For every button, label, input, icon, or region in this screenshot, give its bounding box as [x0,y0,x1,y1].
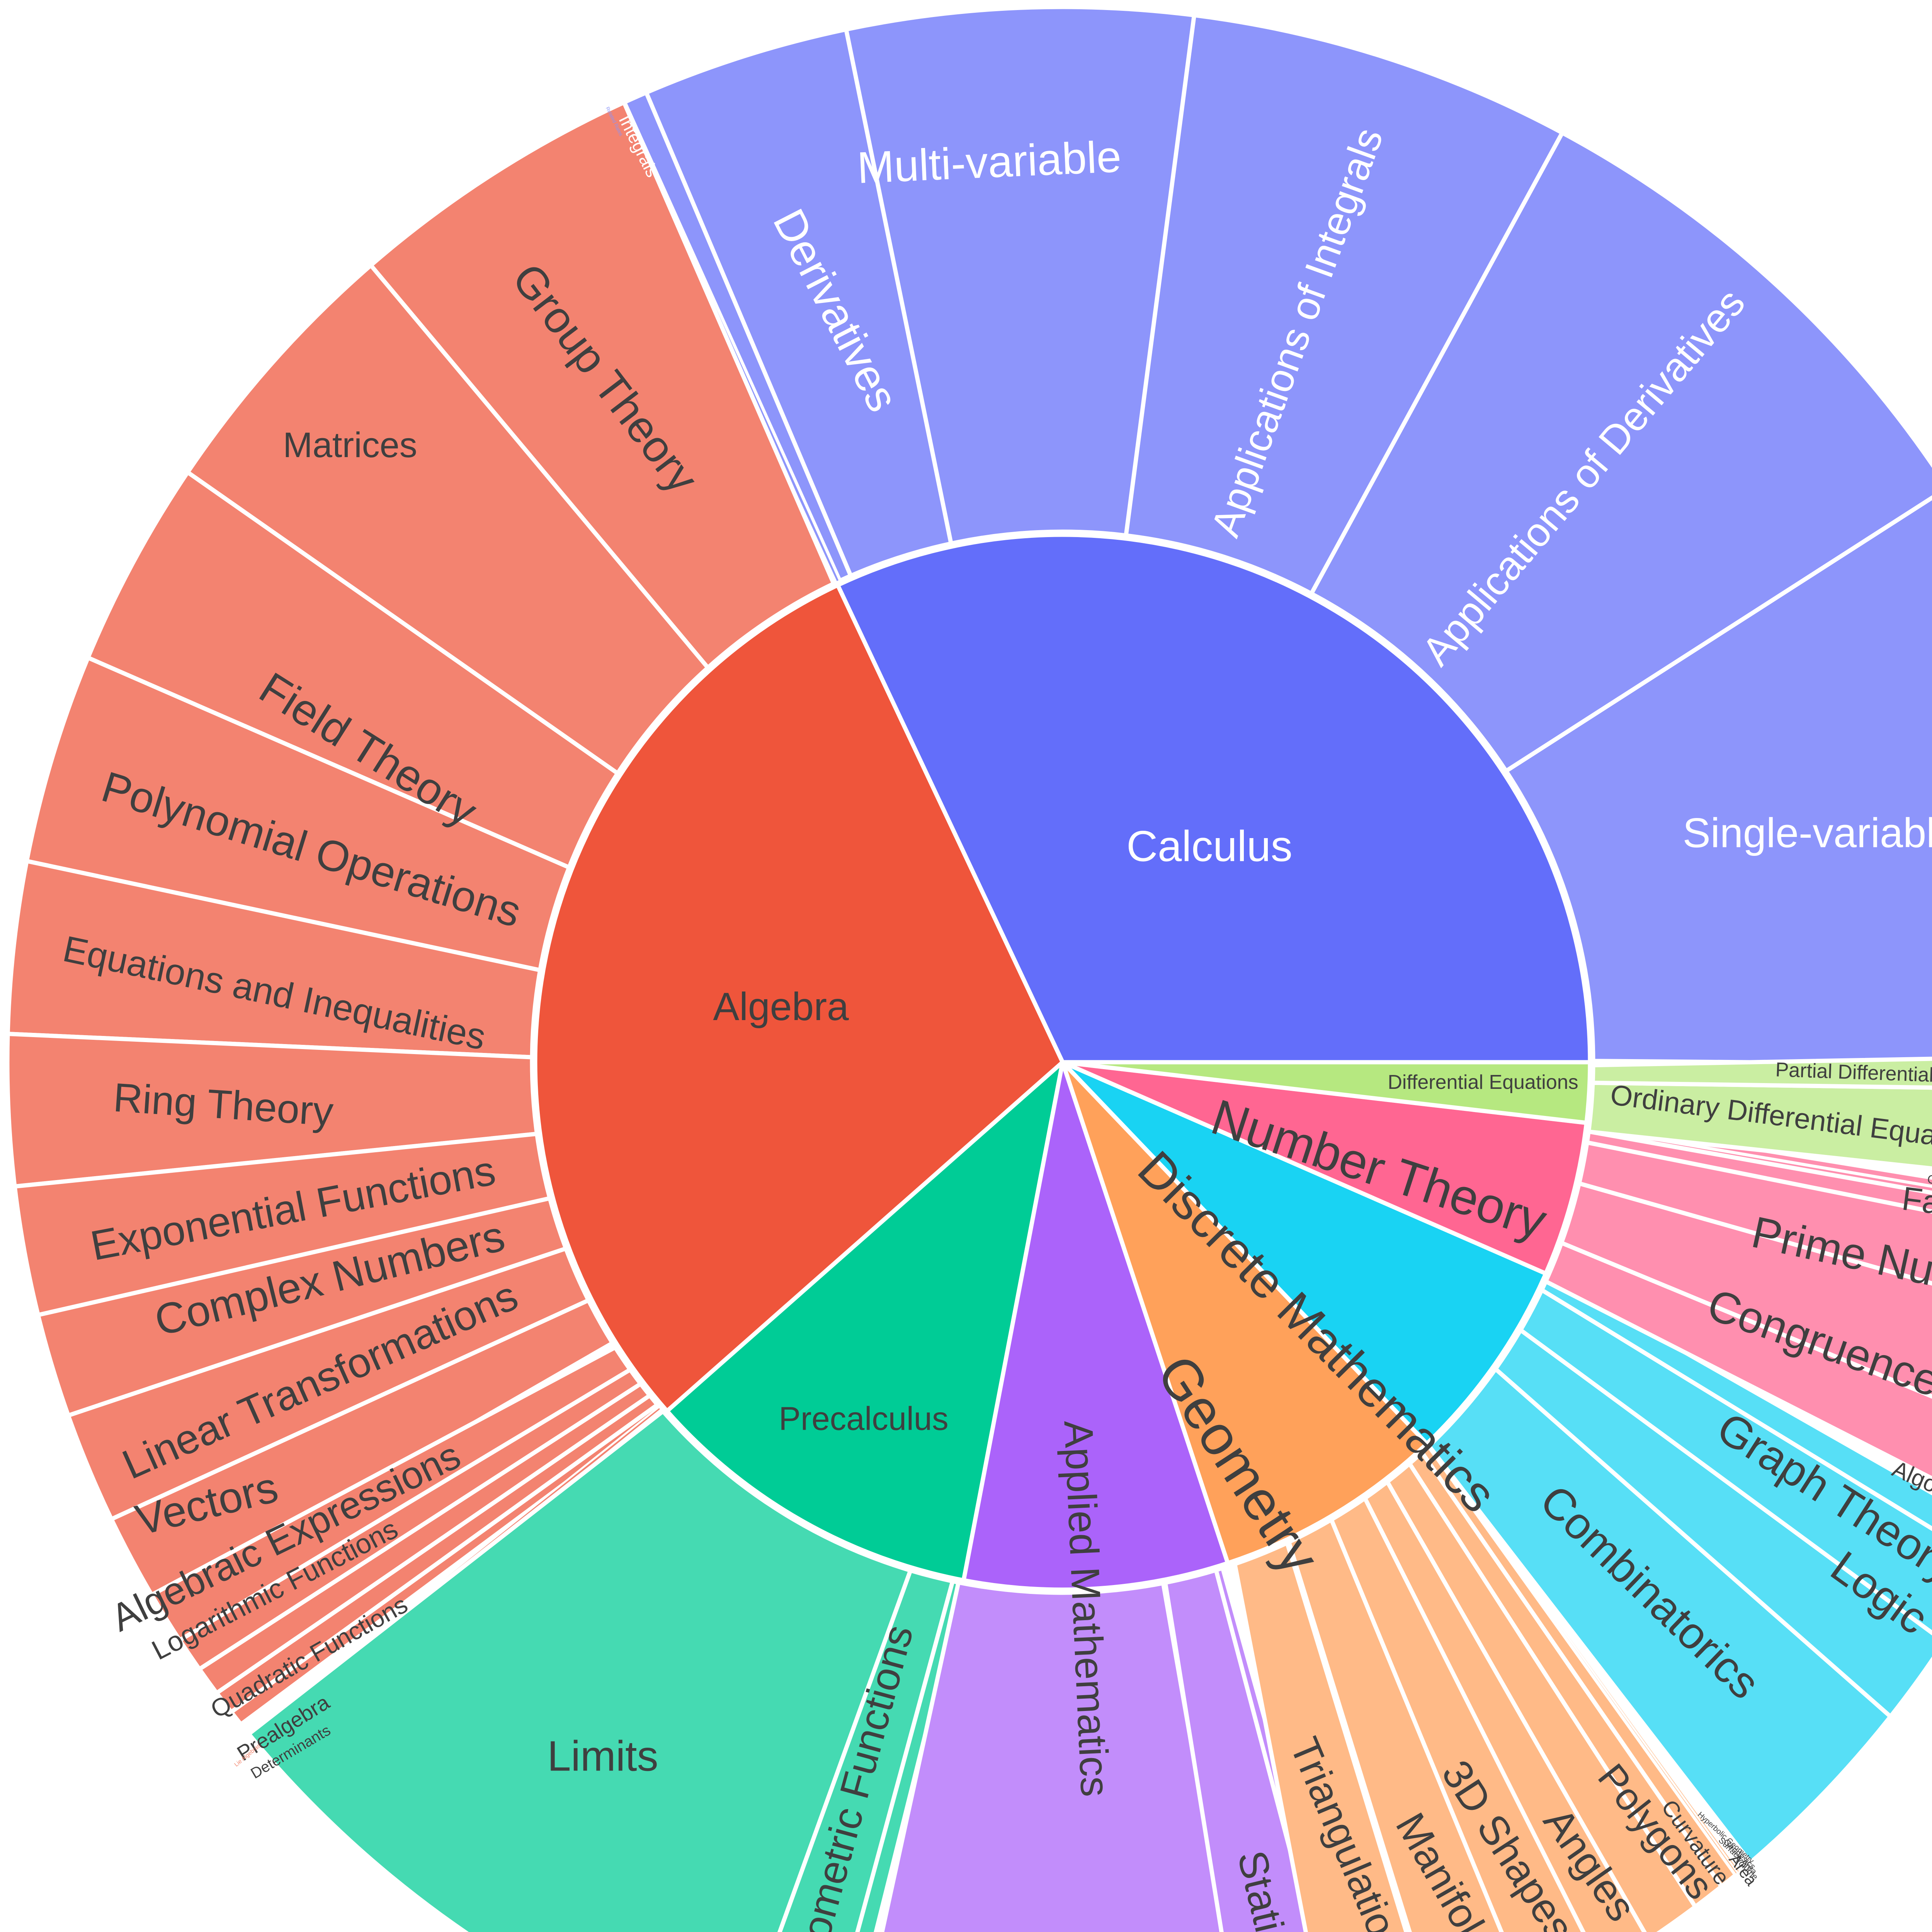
svg-text:Limits: Limits [547,1733,658,1780]
svg-text:Probability: Probability [953,1931,1141,1932]
svg-text:Single-variable: Single-variable [1683,810,1932,856]
svg-text:Multi-variable: Multi-variable [856,132,1122,193]
svg-text:Calculus: Calculus [1126,822,1293,871]
svg-text:Algebra: Algebra [713,985,849,1029]
svg-text:Precalculus: Precalculus [779,1401,948,1437]
svg-text:Differential Equations: Differential Equations [1388,1071,1578,1094]
svg-text:Matrices: Matrices [283,425,417,465]
